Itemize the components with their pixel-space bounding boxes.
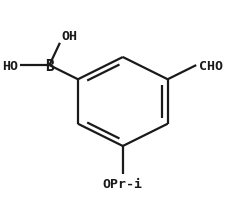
Text: B: B: [45, 58, 54, 73]
Text: OPr-i: OPr-i: [103, 177, 143, 190]
Text: HO: HO: [2, 59, 18, 72]
Text: OH: OH: [61, 30, 77, 43]
Text: CHO: CHO: [199, 59, 223, 72]
